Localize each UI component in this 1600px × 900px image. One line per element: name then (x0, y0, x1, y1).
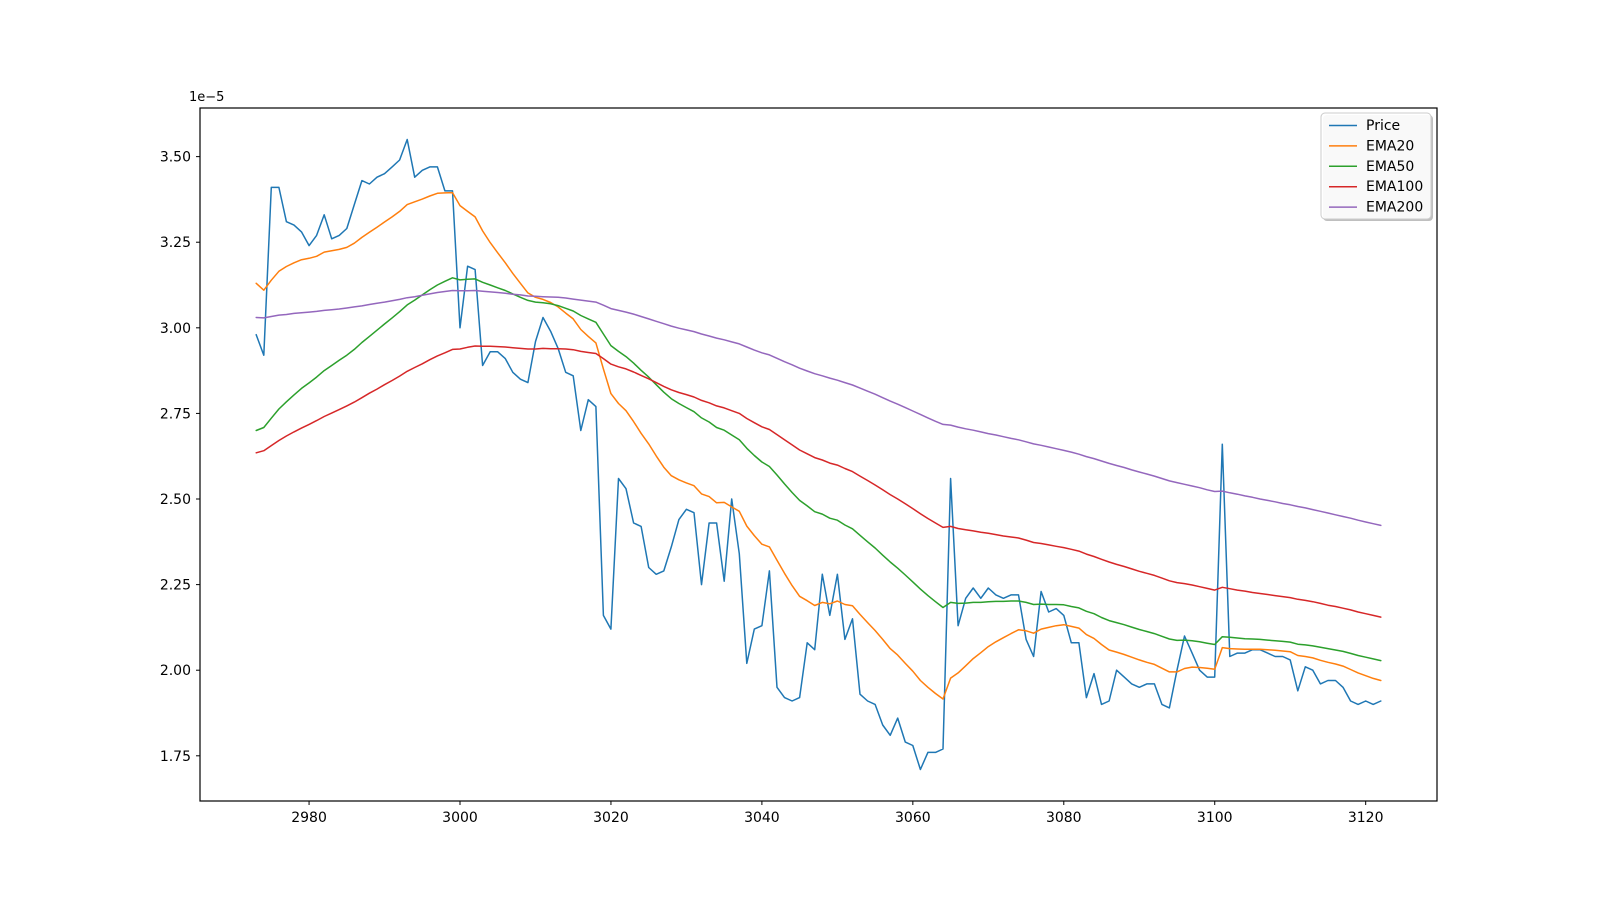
legend-entry-ema50: EMA50 (1329, 159, 1414, 175)
legend-label: Price (1366, 118, 1400, 134)
x-tick-label: 3020 (593, 810, 629, 826)
legend-label: EMA20 (1366, 138, 1414, 154)
legend-box (1320, 112, 1432, 220)
x-tick-label: 3100 (1197, 810, 1233, 826)
y-tick-label: 2.50 (160, 492, 191, 508)
legend: Price EMA20 EMA50 EMA100 EMA200 (1320, 112, 1433, 221)
y-tick-label: 3.25 (160, 235, 191, 251)
y-axis-offset-label: 1e−5 (189, 90, 224, 105)
y-tick-label: 3.50 (160, 150, 191, 166)
x-tick-label: 3060 (895, 810, 931, 826)
series-lines (255, 138, 1382, 771)
legend-label: EMA200 (1366, 200, 1423, 216)
price-line (255, 138, 1382, 771)
y-tick-label: 2.00 (160, 663, 191, 679)
ema20-line (255, 191, 1382, 700)
y-tick-label: 3.00 (160, 321, 191, 337)
plot-area-border (199, 107, 1438, 802)
ema100-line (255, 345, 1382, 618)
legend-label: EMA50 (1366, 159, 1414, 175)
legend-entry-price: Price (1329, 118, 1400, 134)
y-tick-label: 2.25 (160, 578, 191, 594)
legend-entry-ema200: EMA200 (1329, 200, 1423, 216)
x-tick-label: 3080 (1046, 810, 1082, 826)
y-tick-label: 2.75 (160, 406, 191, 422)
legend-label: EMA100 (1366, 179, 1423, 195)
ema50-line (255, 277, 1382, 662)
legend-entry-ema100: EMA100 (1329, 179, 1423, 195)
legend-entry-ema20: EMA20 (1329, 138, 1414, 154)
x-tick-label: 2980 (291, 810, 327, 826)
x-axis-ticks: 2980 3000 3020 3040 3060 3080 3100 3120 (291, 801, 1383, 826)
x-tick-label: 3040 (744, 810, 780, 826)
x-tick-label: 3120 (1348, 810, 1384, 826)
x-tick-label: 3000 (442, 810, 478, 826)
ema200-line (255, 289, 1382, 527)
y-axis-ticks: 1.75 2.00 2.25 2.50 2.75 3.00 3.25 3.50 (160, 150, 200, 765)
y-tick-label: 1.75 (160, 749, 191, 765)
